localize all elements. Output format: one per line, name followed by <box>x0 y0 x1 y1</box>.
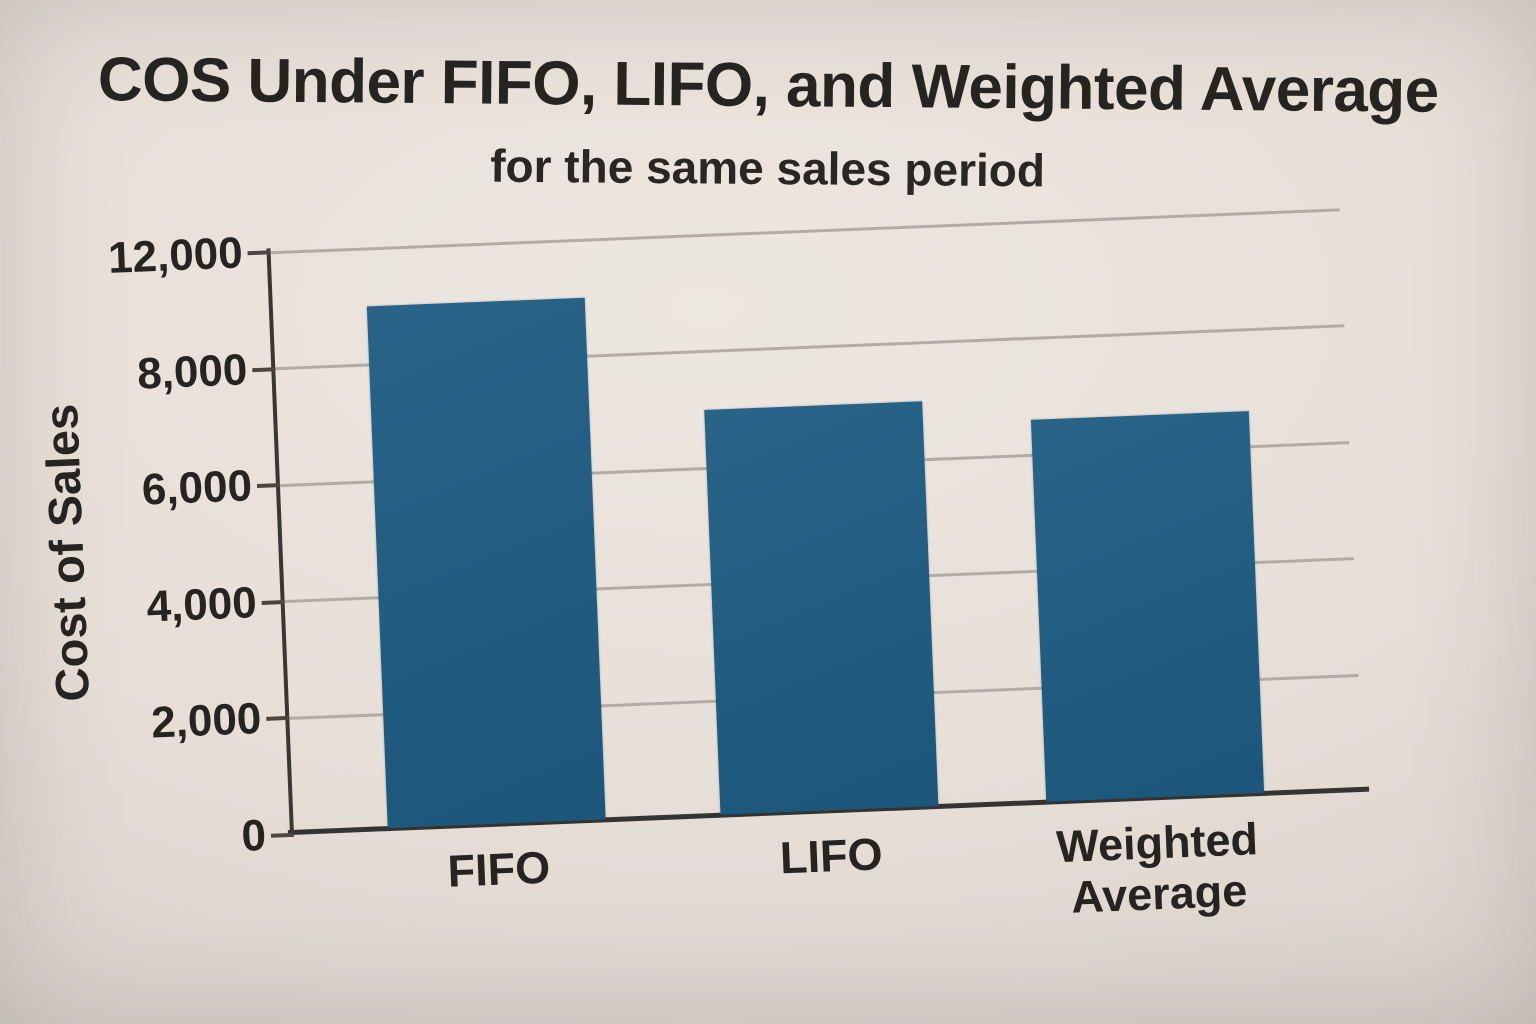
chart-title: COS Under FIFO, LIFO, and Weighted Avera… <box>97 45 1440 126</box>
bar-fifo <box>367 298 606 829</box>
gridline-12,000 <box>270 207 1340 254</box>
y-tick-label-2,000: 2,000 <box>150 694 263 748</box>
plot-region: Cost of Sales 0 2,000 4,000 6,000 8,000 12,00… <box>34 207 1370 923</box>
y-tick-label-8,000: 8,000 <box>136 344 249 399</box>
plot-area: 0 2,000 4,000 6,000 8,000 12,000 FIFO LIFO Weigh… <box>107 207 1370 923</box>
bar-weighted-average <box>1031 411 1265 802</box>
bar-lifo <box>704 401 939 815</box>
y-axis-line <box>266 248 294 835</box>
x-axis-label-lifo: LIFO <box>779 828 884 884</box>
y-tick-0 <box>270 832 295 838</box>
chart-subtitle: for the same sales period <box>489 139 1046 197</box>
y-tick-label-4,000: 4,000 <box>145 577 258 632</box>
y-tick-label-6,000: 6,000 <box>140 461 253 515</box>
y-axis-title: Cost of Sales <box>34 402 99 703</box>
x-axis-label-fifo: FIFO <box>446 841 552 897</box>
y-tick-label-12,000: 12,000 <box>107 228 244 283</box>
chart-header: COS Under FIFO, LIFO, and Weighted Avera… <box>0 43 1536 201</box>
y-tick-label-0: 0 <box>240 810 267 861</box>
x-axis-label-weighted-average: Weighted Average <box>1055 813 1259 923</box>
